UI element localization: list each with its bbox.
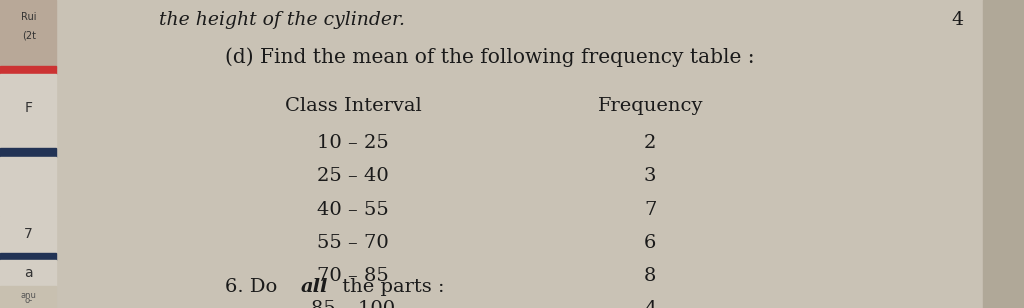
Text: 55 – 70: 55 – 70: [317, 234, 389, 252]
Text: F: F: [25, 101, 33, 115]
Text: 8: 8: [644, 267, 656, 285]
Text: all: all: [301, 278, 328, 296]
Text: Rui: Rui: [20, 12, 37, 22]
Text: (2t: (2t: [22, 31, 36, 41]
Text: 6: 6: [644, 234, 656, 252]
Text: the height of the cylinder.: the height of the cylinder.: [159, 11, 404, 29]
Text: 2: 2: [644, 134, 656, 152]
Bar: [0, 74, 56, 148]
Text: the parts :: the parts :: [336, 278, 444, 296]
Text: 25 – 40: 25 – 40: [317, 167, 389, 185]
Bar: [0, 253, 56, 260]
Bar: [0, 148, 56, 157]
Bar: [0, 286, 56, 308]
Text: Frequency: Frequency: [597, 97, 703, 115]
Text: 40 – 55: 40 – 55: [317, 201, 389, 218]
Text: 7: 7: [644, 201, 656, 218]
Text: 3: 3: [644, 167, 656, 185]
Text: a: a: [25, 265, 33, 280]
Text: o-: o-: [25, 296, 33, 305]
Text: Class Interval: Class Interval: [285, 97, 422, 115]
Bar: [0, 157, 56, 216]
Text: 4: 4: [644, 300, 656, 308]
Text: 85 – 100: 85 – 100: [311, 300, 395, 308]
Bar: [0, 66, 56, 74]
Bar: [0, 216, 56, 253]
Text: anu: anu: [20, 291, 37, 300]
Bar: [0, 0, 56, 68]
Bar: [0, 260, 56, 286]
Text: (d) Find the mean of the following frequency table :: (d) Find the mean of the following frequ…: [225, 48, 755, 67]
Text: 10 – 25: 10 – 25: [317, 134, 389, 152]
Text: 7: 7: [25, 227, 33, 241]
Text: 4: 4: [951, 11, 964, 29]
Bar: [983, 0, 1024, 308]
Text: 70 – 85: 70 – 85: [317, 267, 389, 285]
Text: 6. Do: 6. Do: [225, 278, 284, 296]
